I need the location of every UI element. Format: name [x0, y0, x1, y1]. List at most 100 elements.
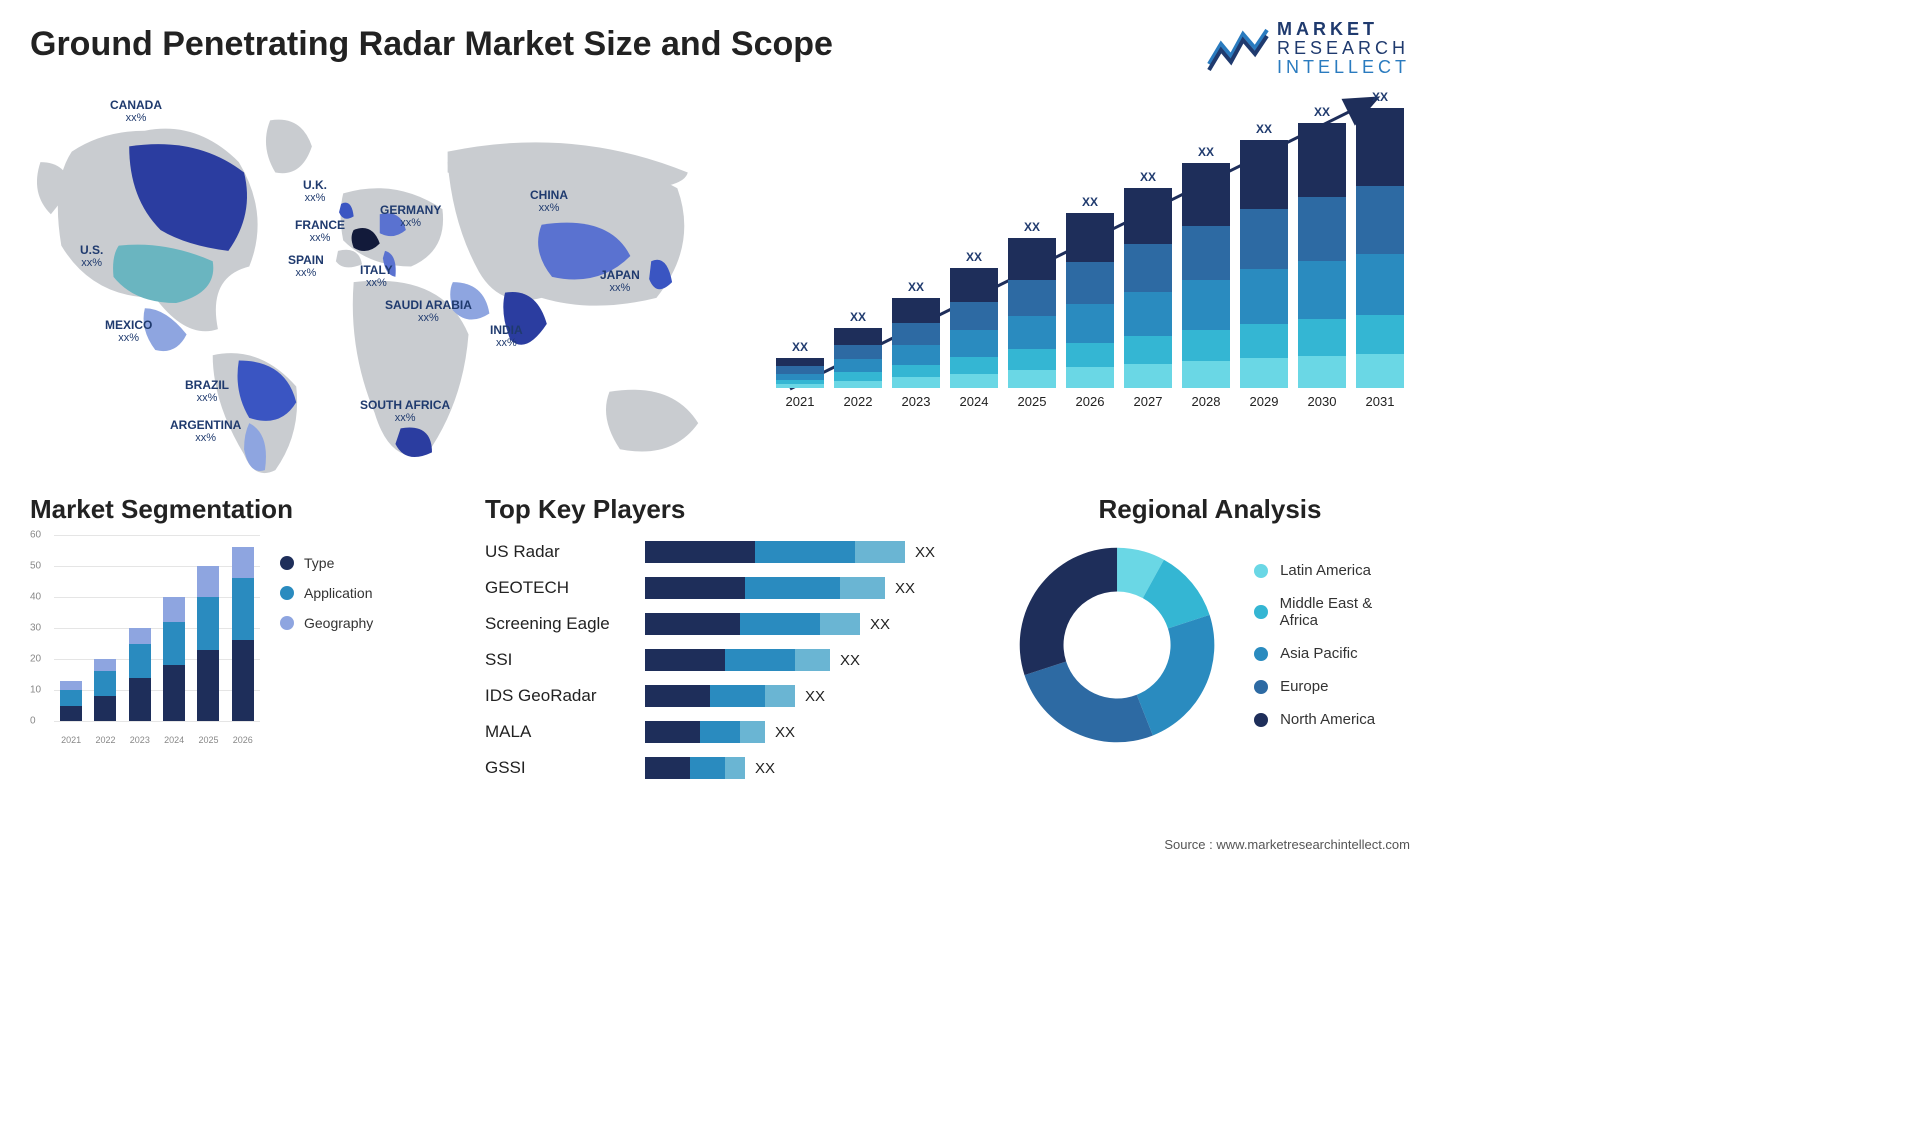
key-player-value: XX — [870, 616, 890, 633]
key-player-ssi: SSIXX — [485, 643, 985, 677]
segmentation-panel: Market Segmentation 0102030405060 202120… — [30, 494, 460, 787]
key-player-value: XX — [775, 724, 795, 741]
segmentation-chart: 0102030405060 202120222023202420252026 — [30, 535, 260, 745]
key-player-label: MALA — [485, 722, 645, 742]
key-player-mala: MALA XX — [485, 715, 985, 749]
key-player-value: XX — [805, 688, 825, 705]
key-player-label: GSSI — [485, 758, 645, 778]
growth-bar-year: 2026 — [1076, 394, 1105, 409]
page-title: Ground Penetrating Radar Market Size and… — [30, 25, 833, 64]
logo-line2: RESEARCH — [1277, 39, 1410, 58]
key-player-value: XX — [895, 580, 915, 597]
key-player-ids-georadar: IDS GeoRadar XX — [485, 679, 985, 713]
map-label-germany: GERMANYxx% — [380, 204, 441, 229]
reg-legend-north-america: North America — [1254, 711, 1410, 728]
logo-line1: MARKET — [1277, 20, 1410, 39]
reg-legend-latin-america: Latin America — [1254, 562, 1410, 579]
growth-bar-2022: XX 2022 — [833, 310, 883, 409]
seg-bar-2021 — [60, 681, 82, 721]
growth-chart: XX2021XX2022XX2023XX2024XX2025XX2026XX20… — [770, 89, 1410, 469]
donut-slice-europe — [1024, 662, 1152, 743]
map-label-argentina: ARGENTINAxx% — [170, 419, 241, 444]
growth-bar-value: XX — [1198, 145, 1214, 159]
growth-bar-year: 2031 — [1366, 394, 1395, 409]
growth-bar-2029: XX2029 — [1239, 122, 1289, 409]
growth-bar-year: 2022 — [844, 394, 873, 409]
source-attribution: Source : www.marketresearchintellect.com — [1164, 837, 1410, 852]
seg-bar-2023 — [129, 628, 151, 721]
growth-bar-value: XX — [1024, 220, 1040, 234]
map-label-france: FRANCExx% — [295, 219, 345, 244]
growth-bar-2031: XX 2031 — [1355, 90, 1405, 409]
growth-bar-2026: XX 2026 — [1065, 195, 1115, 409]
map-label-china: CHINAxx% — [530, 189, 568, 214]
seg-legend-geography: Geography — [280, 615, 373, 631]
growth-bar-value: XX — [850, 310, 866, 324]
regional-donut-chart — [1010, 535, 1224, 755]
map-label-brazil: BRAZILxx% — [185, 379, 229, 404]
growth-bar-value: XX — [1256, 122, 1272, 136]
segmentation-title: Market Segmentation — [30, 494, 460, 525]
world-map-panel: CANADAxx% U.S.xx% MEXICOxx% BRAZILxx% ARGENT… — [30, 89, 740, 469]
regional-legend: Latin America Middle East & Africa Asia Pa… — [1254, 562, 1410, 728]
growth-bar-year: 2023 — [902, 394, 931, 409]
growth-bar-value: XX — [1140, 170, 1156, 184]
seg-bar-2024 — [163, 597, 185, 721]
key-player-label: Screening Eagle — [485, 614, 645, 634]
growth-bar-2027: XX 2027 — [1123, 170, 1173, 409]
key-players-panel: Top Key Players US RadarXXGEOTECHXXScree… — [485, 494, 985, 787]
seg-bar-2025 — [197, 566, 219, 721]
growth-bar-2021: XX 2021 — [775, 340, 825, 409]
map-label-japan: JAPANxx% — [600, 269, 640, 294]
segmentation-legend: Type Application Geography — [280, 555, 373, 745]
growth-bar-value: XX — [966, 250, 982, 264]
seg-bar-2026 — [232, 547, 254, 721]
growth-bar-2025: XX 2025 — [1007, 220, 1057, 409]
key-player-geotech: GEOTECH XX — [485, 571, 985, 605]
key-players-title: Top Key Players — [485, 494, 985, 525]
growth-bar-year: 2027 — [1134, 394, 1163, 409]
key-player-value: XX — [915, 544, 935, 561]
map-label-spain: SPAINxx% — [288, 254, 324, 279]
map-label-u-s-: U.S.xx% — [80, 244, 103, 269]
reg-legend-europe: Europe — [1254, 678, 1410, 695]
seg-bar-2022 — [94, 659, 116, 721]
key-player-label: SSI — [485, 650, 645, 670]
key-player-value: XX — [755, 760, 775, 777]
map-label-south-africa: SOUTH AFRICAxx% — [360, 399, 450, 424]
growth-bar-2024: XX2024 — [949, 250, 999, 409]
map-label-india: INDIAxx% — [490, 324, 523, 349]
key-player-us-radar: US Radar XX — [485, 535, 985, 569]
growth-bar-year: 2025 — [1018, 394, 1047, 409]
growth-bar-value: XX — [1082, 195, 1098, 209]
brand-logo: MARKET RESEARCH INTELLECT — [1207, 20, 1410, 77]
key-player-label: IDS GeoRadar — [485, 686, 645, 706]
seg-legend-application: Application — [280, 585, 373, 601]
map-label-italy: ITALYxx% — [360, 264, 393, 289]
growth-bar-year: 2030 — [1308, 394, 1337, 409]
logo-line3: INTELLECT — [1277, 58, 1410, 77]
growth-bar-value: XX — [908, 280, 924, 294]
reg-legend-asia-pacific: Asia Pacific — [1254, 645, 1410, 662]
donut-slice-asia-pacific — [1137, 615, 1215, 736]
key-player-label: GEOTECH — [485, 578, 645, 598]
growth-bar-2023: XX 2023 — [891, 280, 941, 409]
key-player-label: US Radar — [485, 542, 645, 562]
growth-bar-year: 2021 — [786, 394, 815, 409]
key-player-gssi: GSSI XX — [485, 751, 985, 785]
map-label-mexico: MEXICOxx% — [105, 319, 152, 344]
map-label-u-k-: U.K.xx% — [303, 179, 327, 204]
growth-bar-year: 2028 — [1192, 394, 1221, 409]
growth-bar-value: XX — [792, 340, 808, 354]
seg-legend-type: Type — [280, 555, 373, 571]
map-label-saudi-arabia: SAUDI ARABIAxx% — [385, 299, 472, 324]
map-label-canada: CANADAxx% — [110, 99, 162, 124]
regional-title: Regional Analysis — [1010, 494, 1410, 525]
key-player-screening-eagle: Screening Eagle XX — [485, 607, 985, 641]
growth-bar-2028: XX 2028 — [1181, 145, 1231, 409]
reg-legend-middle-east-africa: Middle East & Africa — [1254, 595, 1410, 629]
donut-slice-north-america — [1020, 548, 1117, 675]
logo-icon — [1207, 24, 1269, 72]
growth-bar-value: XX — [1372, 90, 1388, 104]
growth-bar-2030: XX2030 — [1297, 105, 1347, 409]
